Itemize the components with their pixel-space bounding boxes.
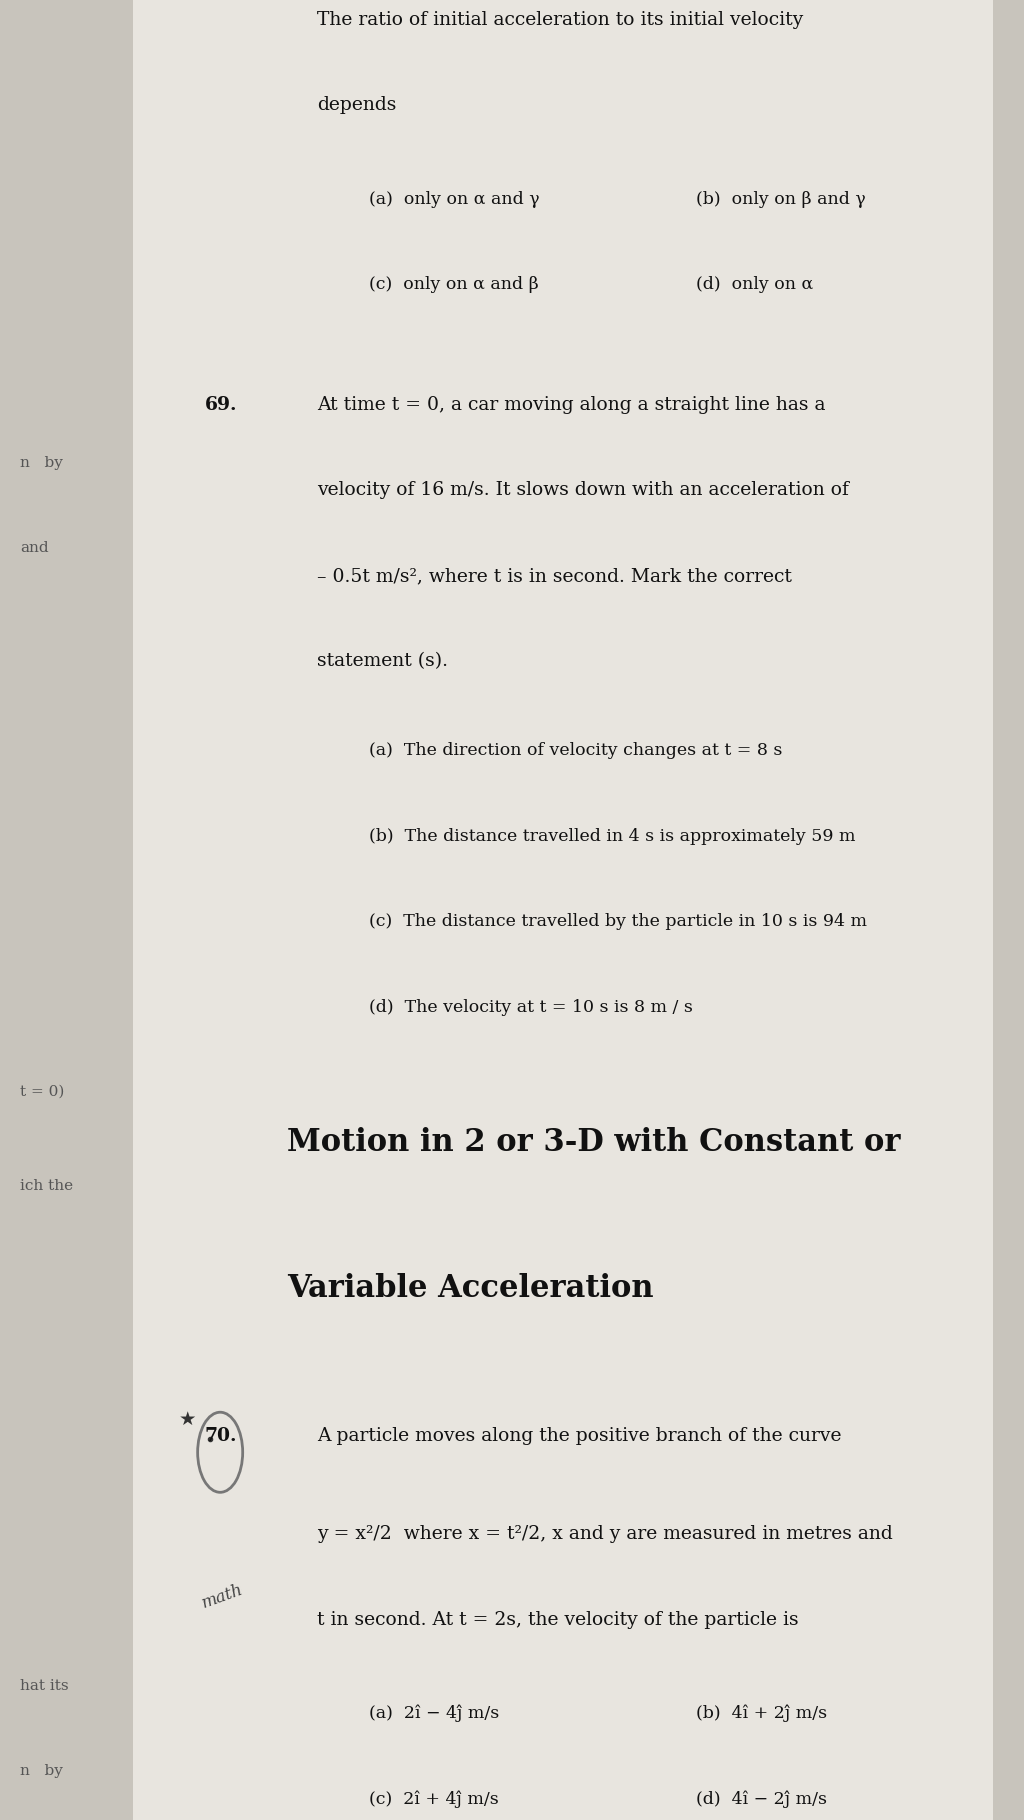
Text: (a)  The direction of velocity changes at t = 8 s: (a) The direction of velocity changes at…: [369, 743, 782, 759]
Text: A particle moves along the positive branch of the curve: A particle moves along the positive bran…: [317, 1427, 842, 1445]
Text: ich the: ich the: [20, 1179, 74, 1192]
Text: At time t = 0, a car moving along a straight line has a: At time t = 0, a car moving along a stra…: [317, 397, 826, 413]
Text: (d)  only on α: (d) only on α: [696, 277, 814, 293]
Text: Motion in 2 or 3-D with Constant or: Motion in 2 or 3-D with Constant or: [287, 1127, 900, 1158]
Text: n   by: n by: [20, 455, 63, 470]
Text: t = 0): t = 0): [20, 1085, 65, 1099]
Text: 70.: 70.: [205, 1427, 238, 1445]
Text: n   by: n by: [20, 1765, 63, 1778]
Text: The ratio of initial acceleration to its initial velocity: The ratio of initial acceleration to its…: [317, 11, 804, 29]
Text: (a)  only on α and γ: (a) only on α and γ: [369, 191, 540, 207]
Text: y = x²/2  where x = t²/2, x and y are measured in metres and: y = x²/2 where x = t²/2, x and y are mea…: [317, 1525, 893, 1543]
Text: (b)  only on β and γ: (b) only on β and γ: [696, 191, 866, 207]
Text: depends: depends: [317, 96, 397, 115]
Text: (d)  4î − 2ĵ m/s: (d) 4î − 2ĵ m/s: [696, 1791, 827, 1807]
Text: 69.: 69.: [205, 397, 238, 413]
Text: and: and: [20, 541, 49, 555]
Text: t in second. At t = 2s, the velocity of the particle is: t in second. At t = 2s, the velocity of …: [317, 1611, 799, 1629]
Text: (c)  only on α and β: (c) only on α and β: [369, 277, 539, 293]
Text: Variable Acceleration: Variable Acceleration: [287, 1272, 653, 1303]
Text: velocity of 16 m/s. It slows down with an acceleration of: velocity of 16 m/s. It slows down with a…: [317, 482, 849, 499]
Text: math: math: [200, 1580, 246, 1611]
Text: (b)  The distance travelled in 4 s is approximately 59 m: (b) The distance travelled in 4 s is app…: [369, 828, 855, 844]
Text: (d)  The velocity at t = 10 s is 8 m / s: (d) The velocity at t = 10 s is 8 m / s: [369, 999, 692, 1016]
Text: – 0.5t m/s², where t is in second. Mark the correct: – 0.5t m/s², where t is in second. Mark …: [317, 568, 793, 584]
Text: ★: ★: [179, 1409, 197, 1429]
FancyBboxPatch shape: [133, 0, 993, 1820]
Text: hat its: hat its: [20, 1680, 69, 1693]
Text: (b)  4î + 2ĵ m/s: (b) 4î + 2ĵ m/s: [696, 1705, 827, 1722]
Text: (c)  2î + 4ĵ m/s: (c) 2î + 4ĵ m/s: [369, 1791, 499, 1807]
Text: statement (s).: statement (s).: [317, 653, 449, 670]
Text: (c)  The distance travelled by the particle in 10 s is 94 m: (c) The distance travelled by the partic…: [369, 914, 866, 930]
Text: (a)  2î − 4ĵ m/s: (a) 2î − 4ĵ m/s: [369, 1705, 499, 1722]
